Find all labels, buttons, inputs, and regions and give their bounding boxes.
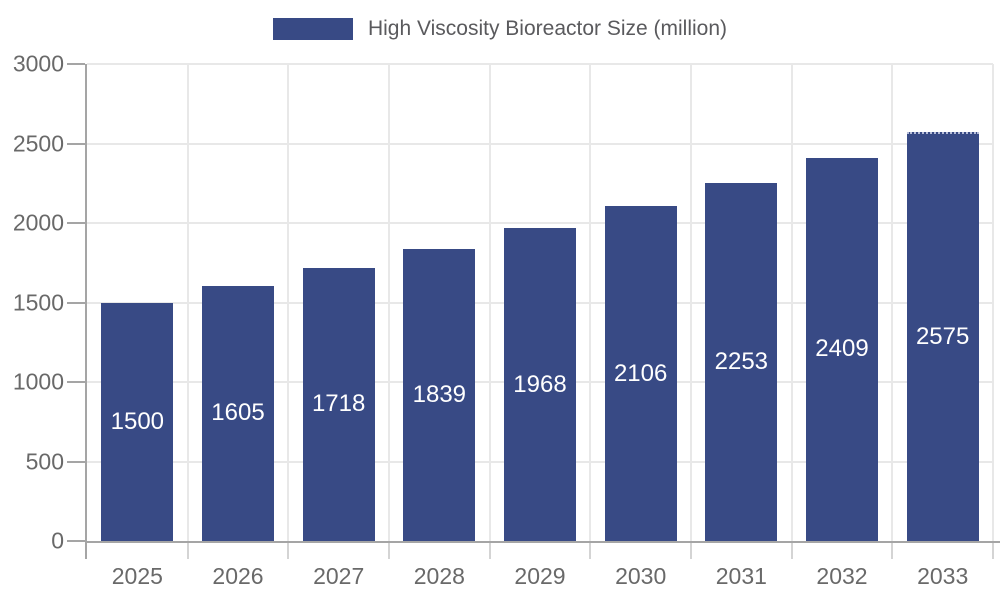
bar-value-label: 2106 bbox=[613, 359, 668, 387]
x-axis-labels: 2025 2026 2027 2028 2029 2030 2031 2032 2033 bbox=[87, 541, 993, 600]
x-axis-tick bbox=[690, 543, 692, 559]
bar: 2575 bbox=[906, 131, 979, 541]
x-axis-tick bbox=[287, 543, 290, 559]
x-axis-label: 2032 bbox=[816, 563, 868, 589]
bar-value-label: 2575 bbox=[915, 323, 970, 351]
bar: 1968 bbox=[504, 228, 576, 541]
y-axis-label: 0 bbox=[51, 527, 64, 554]
x-axis-label: 2033 bbox=[917, 563, 969, 589]
y-axis-tick bbox=[67, 301, 85, 304]
y-axis-label: 1000 bbox=[12, 368, 64, 395]
bar-value-label: 1500 bbox=[110, 407, 165, 435]
gridline-vertical bbox=[388, 64, 390, 541]
bar: 2253 bbox=[705, 182, 778, 541]
x-axis-label: 2029 bbox=[514, 563, 566, 589]
bar: 2409 bbox=[806, 157, 878, 541]
x-axis-tick bbox=[992, 543, 994, 559]
legend[interactable]: High Viscosity Bioreactor Size (million) bbox=[0, 17, 1000, 41]
y-axis-tick bbox=[67, 63, 85, 65]
y-axis-label: 3000 bbox=[12, 50, 64, 77]
y-axis-labels: 0 500 1000 1500 2000 2500 3000 bbox=[0, 51, 64, 554]
bar-value-label: 2409 bbox=[815, 335, 869, 363]
x-axis-tick bbox=[589, 543, 592, 559]
legend-swatch[interactable] bbox=[272, 18, 353, 40]
y-axis-label: 1500 bbox=[12, 289, 64, 315]
x-axis-tick bbox=[186, 543, 189, 559]
y-axis-tick bbox=[67, 381, 85, 383]
gridline-vertical bbox=[690, 64, 692, 541]
bar: 1718 bbox=[302, 267, 375, 541]
bar-value-label: 1968 bbox=[513, 370, 567, 398]
x-axis-tick bbox=[790, 543, 793, 559]
x-axis-line-extension bbox=[993, 541, 1000, 543]
gridline-vertical bbox=[891, 64, 894, 541]
y-axis-label: 2000 bbox=[12, 209, 64, 236]
y-axis-line-extension bbox=[85, 541, 87, 559]
gridline-horizontal bbox=[87, 142, 993, 145]
gridline-vertical bbox=[488, 64, 491, 541]
gridline-vertical bbox=[186, 64, 189, 541]
plot-area: 1500 1605 1718 1839 1968 2106 2253 2409 2575 bbox=[67, 63, 1000, 559]
x-axis-tick bbox=[488, 543, 491, 559]
gridline-vertical bbox=[992, 64, 994, 541]
y-axis-label: 500 bbox=[25, 448, 64, 474]
x-axis-label: 2025 bbox=[111, 563, 163, 589]
bar-value-label: 1605 bbox=[211, 399, 265, 427]
gridline-vertical bbox=[287, 64, 290, 541]
x-axis-label: 2027 bbox=[313, 563, 365, 589]
y-axis-tick bbox=[67, 460, 85, 463]
bar-value-label: 1718 bbox=[311, 390, 366, 418]
x-axis-label: 2026 bbox=[212, 563, 264, 589]
legend-label[interactable]: High Viscosity Bioreactor Size (million) bbox=[367, 17, 728, 40]
y-axis-tick bbox=[67, 222, 85, 224]
bar: 1839 bbox=[403, 248, 476, 541]
x-axis-label: 2028 bbox=[413, 563, 465, 589]
bar: 2106 bbox=[604, 206, 677, 541]
bar-value-label: 1839 bbox=[412, 380, 467, 408]
bar: 1605 bbox=[202, 285, 274, 541]
x-axis-tick bbox=[388, 543, 390, 559]
gridline-vertical bbox=[790, 64, 793, 541]
bar: 1500 bbox=[101, 302, 174, 541]
x-axis-tick bbox=[891, 543, 894, 559]
x-axis-label: 2030 bbox=[615, 563, 667, 589]
gridline-horizontal bbox=[87, 63, 993, 65]
gridline-horizontal bbox=[87, 222, 993, 224]
bar-value-label: 2253 bbox=[714, 347, 769, 375]
y-axis-tick bbox=[67, 540, 85, 542]
y-axis-tick bbox=[67, 142, 85, 145]
x-axis-label: 2031 bbox=[715, 563, 767, 589]
gridline-vertical bbox=[589, 64, 592, 541]
y-axis-label: 2500 bbox=[12, 130, 64, 156]
